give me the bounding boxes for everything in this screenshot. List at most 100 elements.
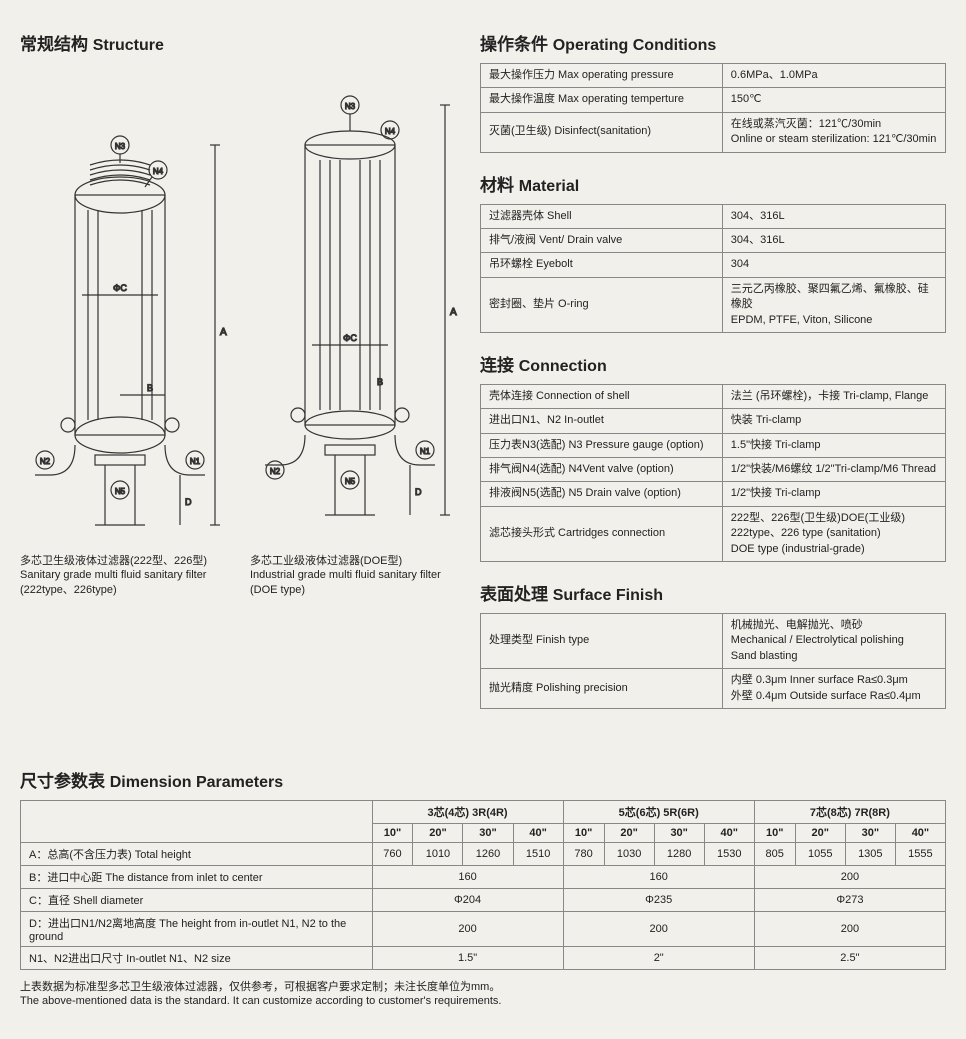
spec-value: 三元乙丙橡胶、聚四氟乙烯、氟橡胶、硅橡胶 EPDM, PTFE, Viton, … xyxy=(722,277,945,332)
dim-cell: 200 xyxy=(754,865,945,888)
dim-cell: 1530 xyxy=(704,842,754,865)
connection-title: 连接 Connection xyxy=(480,351,946,376)
svg-text:N5: N5 xyxy=(345,477,356,486)
dim-sub-header: 40" xyxy=(513,823,563,842)
dimensions-table: 3芯(4芯) 3R(4R)5芯(6芯) 5R(6R)7芯(8芯) 7R(8R)1… xyxy=(20,800,946,970)
table-row: 灭菌(卫生级) Disinfect(sanitation)在线或蒸汽灭菌：121… xyxy=(481,112,946,152)
dim-sub-header: 10" xyxy=(563,823,604,842)
dim-cell: 1305 xyxy=(845,842,895,865)
spec-value: 0.6MPa、1.0MPa xyxy=(722,64,945,88)
dim-sub-header: 20" xyxy=(413,823,463,842)
diagram-industrial: N3 N4 ΦC xyxy=(250,65,460,597)
table-row: 进出口N1、N2 In-outlet快装 Tri-clamp xyxy=(481,409,946,433)
dim-cell: 200 xyxy=(563,911,754,946)
svg-text:N5: N5 xyxy=(115,487,126,496)
table-row: A：总高(不含压力表) Total height7601010126015107… xyxy=(21,842,946,865)
spec-label: 过滤器壳体 Shell xyxy=(481,204,723,228)
table-row: 排气阀N4(选配) N4Vent valve (option)1/2"快装/M6… xyxy=(481,458,946,482)
dim-sub-header: 30" xyxy=(463,823,513,842)
dim-cell: 1510 xyxy=(513,842,563,865)
table-row: 滤芯接头形式 Cartridges connection222型、226型(卫生… xyxy=(481,506,946,561)
dim-cell: 780 xyxy=(563,842,604,865)
spec-label: 吊环螺栓 Eyebolt xyxy=(481,253,723,277)
spec-value: 在线或蒸汽灭菌：121℃/30min Online or steam steri… xyxy=(722,112,945,152)
spec-value: 1/2"快接 Tri-clamp xyxy=(722,482,945,506)
dim-cell: 200 xyxy=(372,911,563,946)
dim-cell: 1030 xyxy=(604,842,654,865)
svg-text:N2: N2 xyxy=(270,467,281,476)
spec-label: 最大操作温度 Max operating temperture xyxy=(481,88,723,112)
spec-value: 304 xyxy=(722,253,945,277)
svg-text:N2: N2 xyxy=(40,457,51,466)
spec-label: 灭菌(卫生级) Disinfect(sanitation) xyxy=(481,112,723,152)
dim-sub-header: 10" xyxy=(372,823,413,842)
dim-group-header: 5芯(6芯) 5R(6R) xyxy=(563,800,754,823)
dim-cell: 1260 xyxy=(463,842,513,865)
spec-value: 法兰 (吊环螺栓)，卡接 Tri-clamp, Flange xyxy=(722,384,945,408)
dim-cell: 1010 xyxy=(413,842,463,865)
svg-text:B: B xyxy=(377,377,383,387)
dim-cell: 1055 xyxy=(795,842,845,865)
table-row: 处理类型 Finish type机械抛光、电解抛光、喷砂 Mechanical … xyxy=(481,614,946,669)
dim-group-header: 3芯(4芯) 3R(4R) xyxy=(372,800,563,823)
dim-sub-header: 30" xyxy=(845,823,895,842)
diagram-sanitary: N3 N4 ΦC xyxy=(20,115,240,597)
sanitary-filter-svg: N3 N4 ΦC xyxy=(20,115,230,545)
spec-value: 内壁 0.3μm Inner surface Ra≤0.3μm 外壁 0.4μm… xyxy=(722,669,945,709)
dim-cell: 760 xyxy=(372,842,413,865)
opcond-table: 最大操作压力 Max operating pressure0.6MPa、1.0M… xyxy=(480,63,946,153)
spec-value: 快装 Tri-clamp xyxy=(722,409,945,433)
dim-cell: 1280 xyxy=(654,842,704,865)
svg-text:N3: N3 xyxy=(345,102,356,111)
opcond-title: 操作条件 Operating Conditions xyxy=(480,30,946,55)
dim-sub-header: 10" xyxy=(754,823,795,842)
dimensions-title: 尺寸参数表 Dimension Parameters xyxy=(20,767,946,792)
svg-text:N4: N4 xyxy=(153,167,164,176)
spec-value: 机械抛光、电解抛光、喷砂 Mechanical / Electrolytical… xyxy=(722,614,945,669)
svg-text:A: A xyxy=(220,327,227,338)
spec-value: 304、316L xyxy=(722,204,945,228)
table-row: 吊环螺栓 Eyebolt304 xyxy=(481,253,946,277)
dim-cell: 1.5" xyxy=(372,946,563,969)
diagram2-caption: 多芯工业级液体过滤器(DOE型) Industrial grade multi … xyxy=(250,554,460,597)
svg-text:D: D xyxy=(185,497,192,507)
dim-sub-header: 20" xyxy=(604,823,654,842)
structure-diagrams: N3 N4 ΦC xyxy=(20,65,460,597)
surface-title: 表面处理 Surface Finish xyxy=(480,580,946,605)
spec-value: 150℃ xyxy=(722,88,945,112)
table-row: D：进出口N1/N2离地高度 The height from in-outlet… xyxy=(21,911,946,946)
svg-text:N1: N1 xyxy=(420,447,431,456)
svg-text:ΦC: ΦC xyxy=(343,333,357,343)
spec-value: 222型、226型(卫生级)DOE(工业级) 222type、226 type … xyxy=(722,506,945,561)
spec-label: 排气阀N4(选配) N4Vent valve (option) xyxy=(481,458,723,482)
svg-text:ΦC: ΦC xyxy=(113,283,127,293)
dim-sub-header: 40" xyxy=(704,823,754,842)
svg-text:N1: N1 xyxy=(190,457,201,466)
table-row: N1、N2进出口尺寸 In-outlet N1、N2 size1.5"2"2.5… xyxy=(21,946,946,969)
dim-sub-header: 20" xyxy=(795,823,845,842)
surface-table: 处理类型 Finish type机械抛光、电解抛光、喷砂 Mechanical … xyxy=(480,613,946,709)
table-row: 最大操作温度 Max operating temperture150℃ xyxy=(481,88,946,112)
connection-table: 壳体连接 Connection of shell法兰 (吊环螺栓)，卡接 Tri… xyxy=(480,384,946,562)
svg-text:D: D xyxy=(415,487,422,497)
dim-cell: Φ273 xyxy=(754,888,945,911)
spec-label: 最大操作压力 Max operating pressure xyxy=(481,64,723,88)
spec-label: 排气/液阀 Vent/ Drain valve xyxy=(481,228,723,252)
material-title: 材料 Material xyxy=(480,171,946,196)
svg-text:N3: N3 xyxy=(115,142,126,151)
dim-cell: 160 xyxy=(563,865,754,888)
dim-row-label: B：进口中心距 The distance from inlet to cente… xyxy=(21,865,373,888)
table-row: 密封圈、垫片 O-ring三元乙丙橡胶、聚四氟乙烯、氟橡胶、硅橡胶 EPDM, … xyxy=(481,277,946,332)
spec-label: 排液阀N5(选配) N5 Drain valve (option) xyxy=(481,482,723,506)
dim-group-header: 7芯(8芯) 7R(8R) xyxy=(754,800,945,823)
table-row: 压力表N3(选配) N3 Pressure gauge (option)1.5"… xyxy=(481,433,946,457)
table-row: 最大操作压力 Max operating pressure0.6MPa、1.0M… xyxy=(481,64,946,88)
spec-value: 1.5"快接 Tri-clamp xyxy=(722,433,945,457)
table-row: 壳体连接 Connection of shell法兰 (吊环螺栓)，卡接 Tri… xyxy=(481,384,946,408)
table-row: B：进口中心距 The distance from inlet to cente… xyxy=(21,865,946,888)
table-row: 排液阀N5(选配) N5 Drain valve (option)1/2"快接 … xyxy=(481,482,946,506)
dim-cell: 1555 xyxy=(895,842,945,865)
svg-text:A: A xyxy=(450,307,457,318)
dim-cell: 2" xyxy=(563,946,754,969)
dim-row-label: N1、N2进出口尺寸 In-outlet N1、N2 size xyxy=(21,946,373,969)
